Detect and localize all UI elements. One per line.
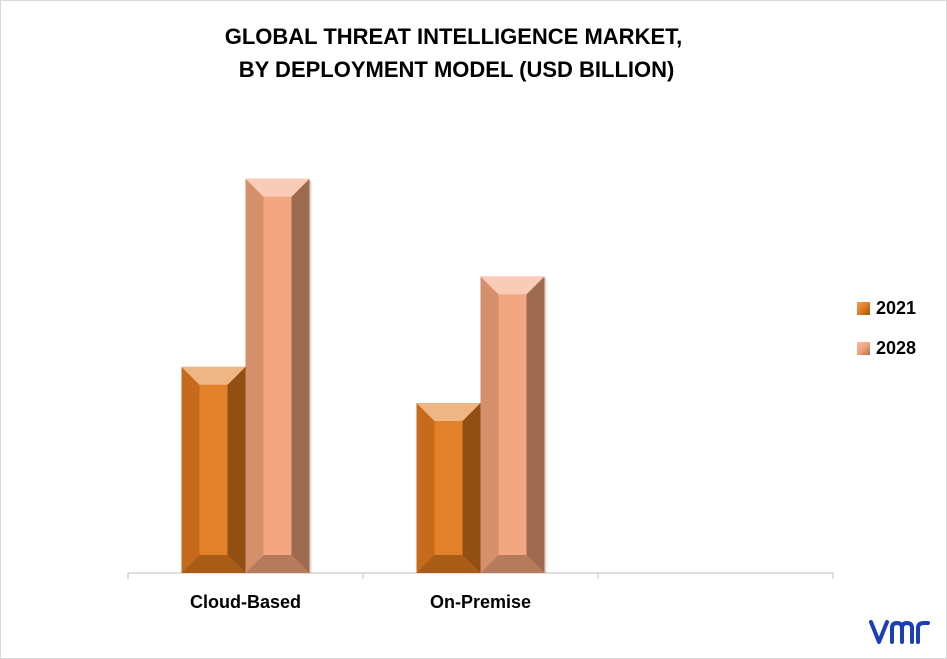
bar-2021-cloud-based xyxy=(181,366,248,573)
vmr-logo xyxy=(869,620,930,644)
legend-item-2021: 2021 xyxy=(857,296,916,320)
bar-2021-on-premise xyxy=(416,402,483,573)
legend-label-2021: 2021 xyxy=(876,297,917,318)
legend-item-2028: 2028 xyxy=(857,336,916,360)
legend-swatch-2021 xyxy=(857,301,870,315)
x-tick-label: Cloud-Based xyxy=(190,592,301,612)
legend-swatch-2028 xyxy=(857,341,870,355)
legend-label-2028: 2028 xyxy=(876,337,917,358)
chart-title-line-2: BY DEPLOYMENT MODEL (USD BILLION) xyxy=(232,57,675,82)
x-tick-label: On-Premise xyxy=(430,592,531,612)
chart-title: GLOBAL THREAT INTELLIGENCE MARKET, BY DE… xyxy=(0,20,907,86)
bar-2028-cloud-based xyxy=(245,178,312,573)
legend: 2021 2028 xyxy=(857,296,916,376)
chart-title-line-1: GLOBAL THREAT INTELLIGENCE MARKET, xyxy=(224,24,683,49)
bar-2028-on-premise xyxy=(480,276,547,573)
